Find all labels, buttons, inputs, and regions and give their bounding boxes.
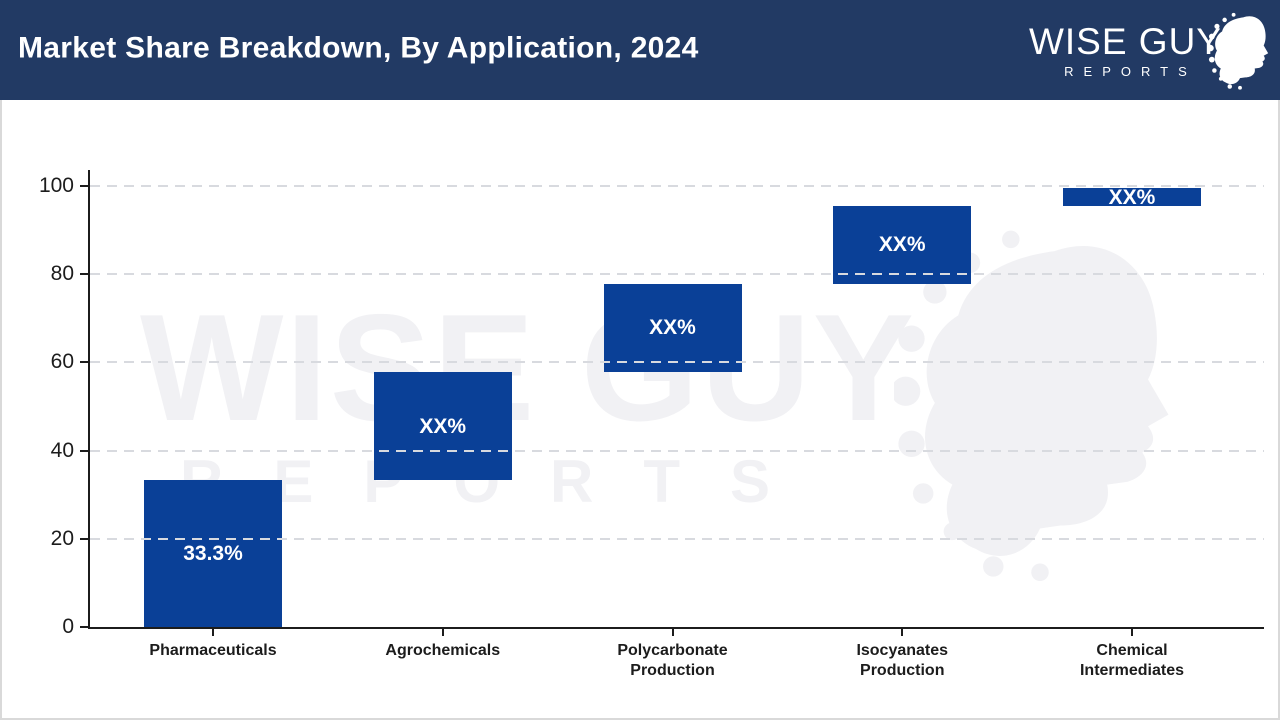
y-tick-label: 0 bbox=[62, 615, 74, 638]
x-category-label: Chemical Intermediates bbox=[1079, 642, 1185, 679]
plot: 33.3% XX% XX% XX% XX% 0 20 40 60 80 100 Pharmaceuti… bbox=[2, 100, 1278, 718]
y-tick-label: 40 bbox=[50, 438, 74, 462]
x-tick-mark bbox=[671, 629, 674, 636]
y-tick-label: 80 bbox=[50, 262, 74, 286]
watermark-face-icon bbox=[894, 230, 1169, 582]
y-tick-mark bbox=[80, 449, 88, 452]
x-tick-mark bbox=[1131, 629, 1133, 636]
y-tick-mark bbox=[80, 626, 88, 628]
bar-segment: 33.3% bbox=[144, 480, 282, 627]
x-axis bbox=[88, 627, 1264, 629]
y-tick-label: 60 bbox=[50, 350, 74, 374]
y-axis bbox=[88, 170, 90, 629]
bar-segment: XX% bbox=[833, 205, 972, 284]
brand-logo-text: WISE GUY REPORTS bbox=[1029, 21, 1222, 79]
x-category-label: Polycarbonate Production bbox=[617, 642, 728, 679]
brand-logo: WISE GUY REPORTS bbox=[1029, 4, 1272, 96]
x-category-label: Agrochemicals bbox=[385, 642, 501, 659]
watermark-brand-text: WISE GUY bbox=[140, 283, 917, 453]
bar-segment: XX% bbox=[1063, 185, 1201, 209]
bar-value-label: XX% bbox=[878, 233, 926, 257]
y-tick-mark bbox=[80, 361, 88, 364]
watermark: WISE GUY REPORTS bbox=[2, 100, 1278, 718]
y-tick-mark bbox=[80, 537, 88, 540]
chart-area: WISE GUY REPORTS 33.3% XX% XX% XX% XX% 0 20 40 6… bbox=[0, 100, 1280, 720]
x-tick-mark bbox=[212, 629, 214, 636]
x-tick-mark bbox=[901, 629, 904, 636]
gridline bbox=[90, 361, 1264, 364]
gridline bbox=[90, 449, 1264, 452]
y-tick-label: 20 bbox=[50, 526, 74, 550]
gridline bbox=[90, 185, 1264, 187]
page-title: Market Share Breakdown, By Application, … bbox=[18, 31, 699, 65]
header: Market Share Breakdown, By Application, … bbox=[0, 0, 1280, 100]
brand-name: WISE GUY bbox=[1028, 21, 1222, 62]
y-tick-mark bbox=[80, 185, 88, 187]
x-category-label: Isocyanates Production bbox=[856, 642, 949, 679]
face-logo-icon bbox=[1208, 12, 1269, 90]
bar-value-label: XX% bbox=[1108, 185, 1156, 209]
bar-value-label: XX% bbox=[419, 414, 467, 438]
y-tick-mark bbox=[80, 273, 88, 276]
y-tick-label: 100 bbox=[38, 174, 74, 197]
bar-segment: XX% bbox=[603, 283, 742, 373]
gridline bbox=[90, 273, 1264, 276]
x-tick-mark bbox=[441, 629, 444, 636]
gridline bbox=[90, 537, 1264, 540]
brand-subtitle: REPORTS bbox=[1064, 64, 1197, 79]
bar-value-label: 33.3% bbox=[183, 542, 243, 566]
x-category-label: Pharmaceuticals bbox=[149, 642, 277, 659]
bar-segment: XX% bbox=[373, 372, 512, 481]
bar-value-label: XX% bbox=[649, 316, 696, 340]
